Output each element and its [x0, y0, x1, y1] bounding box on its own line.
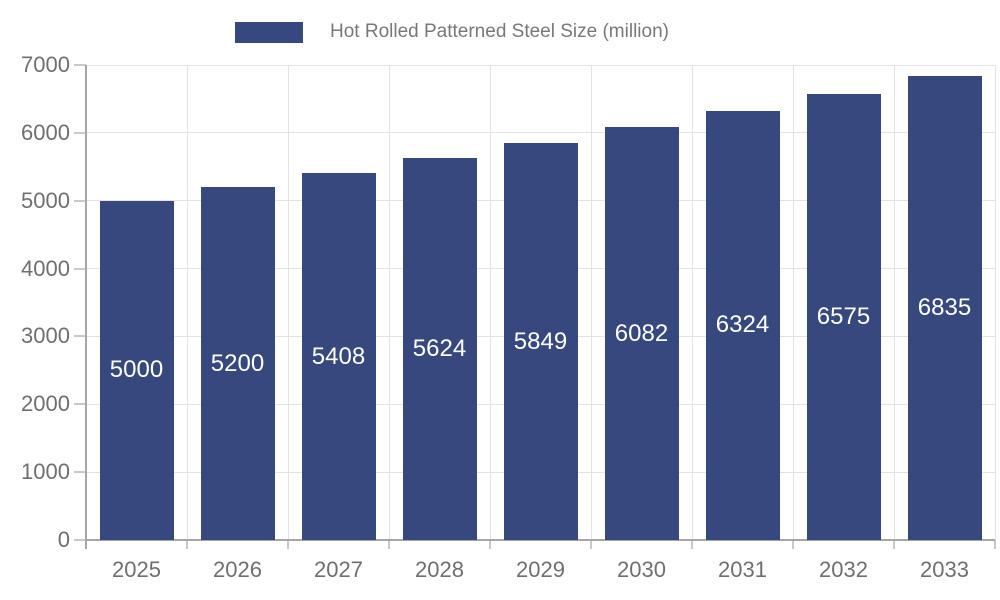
x-tick	[388, 540, 390, 549]
legend[interactable]: Hot Rolled Patterned Steel Size (million…	[235, 21, 669, 43]
x-tick-label: 2026	[213, 557, 262, 582]
y-tick	[74, 403, 86, 406]
x-tick	[287, 540, 289, 549]
x-tick	[994, 540, 996, 549]
y-tick-label: 7000	[21, 52, 70, 77]
x-axis-line	[86, 539, 995, 541]
v-gridline	[186, 65, 188, 540]
bar-value-label: 5849	[513, 327, 568, 355]
x-tick	[893, 540, 895, 549]
bar	[604, 127, 679, 540]
bar-value-label: 6082	[614, 319, 669, 347]
x-tick-label: 2025	[112, 557, 161, 582]
y-tick	[74, 335, 86, 338]
v-gridline	[792, 65, 794, 540]
x-tick	[489, 540, 491, 549]
bar	[99, 200, 174, 540]
bar	[301, 173, 376, 540]
v-gridline	[489, 65, 491, 540]
x-tick-label: 2029	[516, 557, 565, 582]
y-tick	[74, 267, 86, 270]
bar-value-label: 5000	[109, 356, 164, 384]
y-tick-label: 3000	[21, 323, 70, 349]
bar-value-label: 6835	[917, 294, 972, 322]
v-gridline	[590, 65, 592, 540]
y-tick	[74, 199, 86, 202]
y-tick	[74, 539, 86, 541]
bar-value-label: 5200	[210, 349, 265, 377]
v-gridline	[893, 65, 895, 540]
bar-value-label: 6324	[715, 311, 770, 339]
y-tick	[74, 64, 86, 66]
y-tick-label: 5000	[21, 187, 70, 213]
x-tick	[590, 540, 592, 549]
y-tick	[74, 131, 86, 134]
bar	[806, 93, 881, 540]
x-tick	[792, 540, 794, 549]
y-tick-label: 1000	[21, 459, 70, 485]
y-tick-label: 0	[57, 527, 70, 552]
v-gridline	[994, 65, 996, 540]
v-gridline	[287, 65, 289, 540]
bar	[200, 187, 275, 540]
legend-label: Hot Rolled Patterned Steel Size (million…	[330, 21, 669, 42]
bar-value-label: 6575	[816, 302, 871, 330]
legend-swatch	[235, 21, 303, 43]
y-tick-label: 4000	[21, 255, 70, 281]
x-tick-label: 2032	[819, 557, 868, 582]
v-gridline	[691, 65, 693, 540]
y-tick	[74, 471, 86, 474]
h-gridline	[86, 132, 995, 134]
x-tick-label: 2028	[415, 557, 464, 582]
bar	[907, 76, 982, 540]
bar-value-label: 5408	[311, 342, 366, 370]
x-tick-label: 2033	[920, 557, 969, 582]
v-gridline	[388, 65, 390, 540]
x-tick	[186, 540, 188, 549]
y-tick-label: 2000	[21, 391, 70, 417]
x-tick-label: 2027	[314, 557, 363, 582]
x-tick	[691, 540, 693, 549]
h-gridline	[86, 64, 995, 66]
x-tick-label: 2031	[718, 557, 767, 582]
y-tick-label: 6000	[21, 119, 70, 145]
bar-value-label: 5624	[412, 335, 467, 363]
bar	[503, 143, 578, 540]
x-tick-label: 2030	[617, 557, 666, 582]
bar	[402, 158, 477, 540]
bar	[705, 110, 780, 540]
y-axis-line	[85, 65, 87, 549]
